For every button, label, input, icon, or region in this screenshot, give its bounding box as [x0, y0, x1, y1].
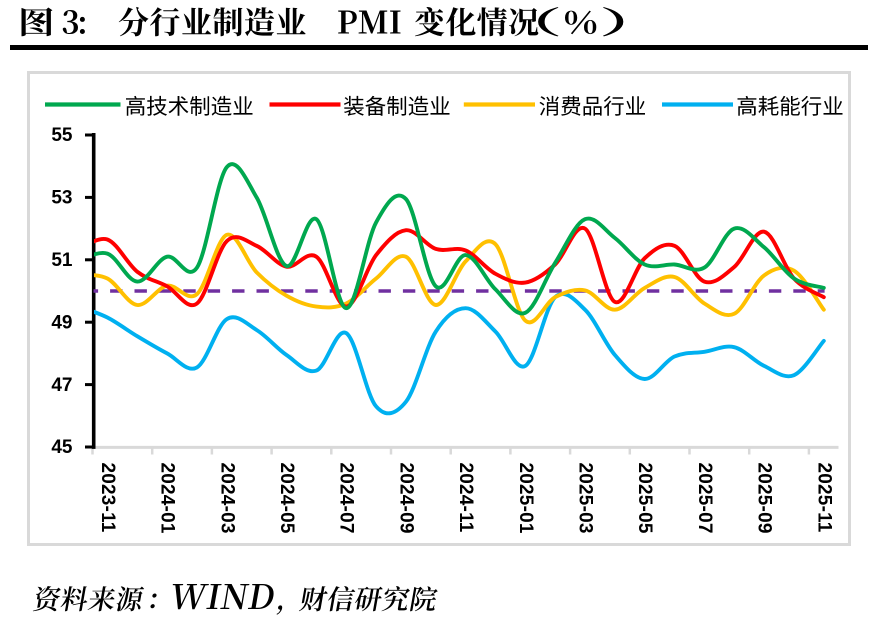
svg-text:51: 51: [51, 250, 73, 271]
svg-text:45: 45: [51, 437, 73, 458]
svg-text:2024-07: 2024-07: [336, 463, 357, 534]
svg-text:2025-01: 2025-01: [515, 463, 536, 534]
svg-text:2024-11: 2024-11: [455, 463, 476, 533]
svg-text:2025-03: 2025-03: [575, 463, 596, 534]
svg-text:2025-11: 2025-11: [813, 463, 834, 533]
svg-text:2025-07: 2025-07: [694, 463, 715, 534]
svg-text:53: 53: [51, 188, 72, 209]
svg-text:55: 55: [51, 125, 73, 146]
svg-text:2024-09: 2024-09: [395, 463, 416, 534]
svg-text:47: 47: [51, 375, 72, 396]
svg-text:2024-03: 2024-03: [216, 463, 237, 534]
svg-text:49: 49: [51, 312, 72, 333]
svg-text:2025-05: 2025-05: [634, 463, 655, 534]
svg-text:2024-05: 2024-05: [276, 463, 297, 534]
svg-text:2024-01: 2024-01: [157, 463, 178, 534]
svg-text:2023-11: 2023-11: [97, 463, 118, 533]
svg-text:2025-09: 2025-09: [754, 463, 775, 534]
